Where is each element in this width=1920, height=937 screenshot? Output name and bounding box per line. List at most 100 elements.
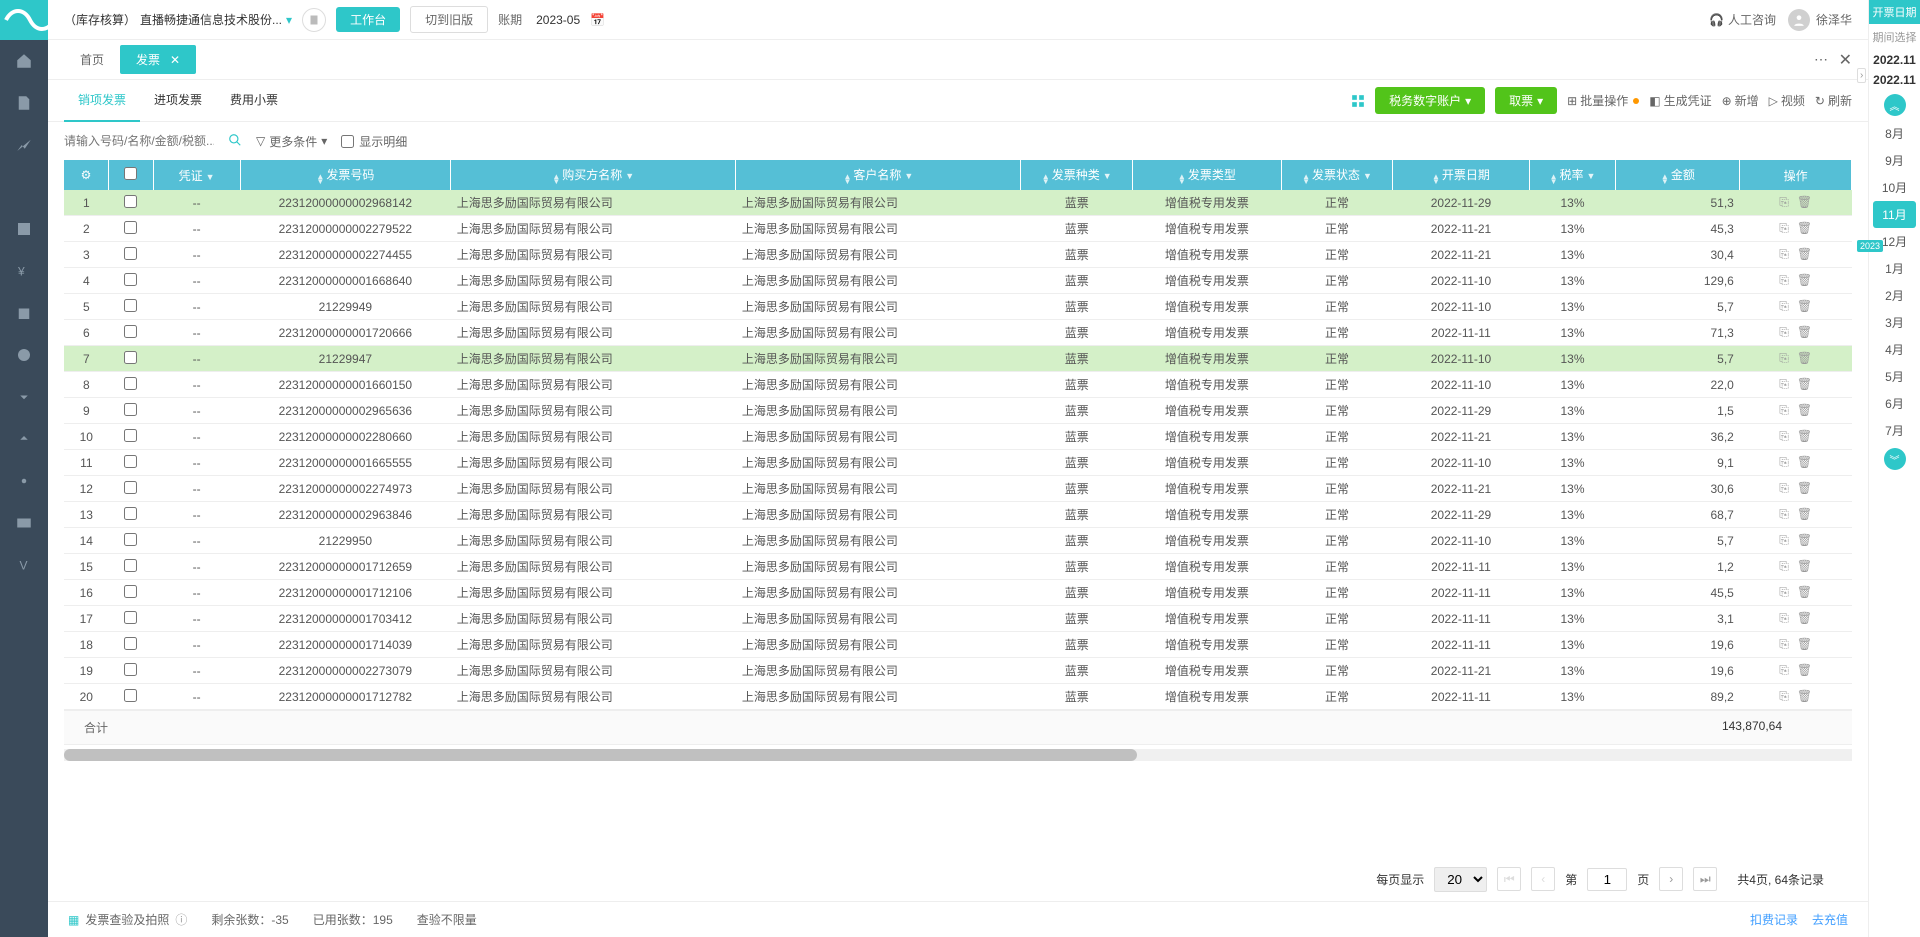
tab-close-icon[interactable]: ✕ xyxy=(170,53,180,67)
cell-ops[interactable]: ⎘🗑 xyxy=(1740,554,1852,580)
copy-icon[interactable]: ⎘ xyxy=(1779,247,1789,262)
copy-icon[interactable]: ⎘ xyxy=(1779,507,1789,522)
row-checkbox[interactable] xyxy=(124,377,137,390)
table-row[interactable]: 12--22312000000002274973上海思多励国际贸易有限公司上海思… xyxy=(64,476,1852,502)
row-checkbox[interactable] xyxy=(124,273,137,286)
table-row[interactable]: 13--22312000000002963846上海思多励国际贸易有限公司上海思… xyxy=(64,502,1852,528)
col-amount[interactable]: ▲▼金额 xyxy=(1616,160,1740,190)
period-value[interactable]: 2023-05 xyxy=(536,13,580,27)
footer-check-label[interactable]: 发票查验及拍照 xyxy=(85,911,169,928)
row-checkbox[interactable] xyxy=(124,637,137,650)
delete-icon[interactable]: 🗑 xyxy=(1797,221,1812,236)
cell-check[interactable] xyxy=(109,580,154,606)
delete-icon[interactable]: 🗑 xyxy=(1797,299,1812,314)
col-check[interactable] xyxy=(109,160,154,190)
month-9月[interactable]: 9月 xyxy=(1869,147,1920,174)
nav-report-icon[interactable] xyxy=(0,208,48,250)
tabs-more-icon[interactable]: ⋯ xyxy=(1814,51,1828,68)
cell-ops[interactable]: ⎘🗑 xyxy=(1740,502,1852,528)
table-row[interactable]: 8--22312000000001660150上海思多励国际贸易有限公司上海思多… xyxy=(64,372,1852,398)
col-ops[interactable]: 操作 xyxy=(1740,160,1852,190)
delete-icon[interactable]: 🗑 xyxy=(1797,637,1812,652)
nav-chart-icon[interactable] xyxy=(0,124,48,166)
cell-check[interactable] xyxy=(109,190,154,216)
cell-ops[interactable]: ⎘🗑 xyxy=(1740,216,1852,242)
row-checkbox[interactable] xyxy=(124,663,137,676)
cell-check[interactable] xyxy=(109,528,154,554)
row-checkbox[interactable] xyxy=(124,351,137,364)
cell-check[interactable] xyxy=(109,320,154,346)
nav-hand-icon[interactable] xyxy=(0,334,48,376)
page-prev-button[interactable]: ‹ xyxy=(1531,867,1555,891)
col-invoice_kind[interactable]: ▲▼发票种类▼ xyxy=(1021,160,1133,190)
refresh-link[interactable]: ↻ 刷新 xyxy=(1815,92,1852,109)
subtab-进项发票[interactable]: 进项发票 xyxy=(140,80,216,122)
delete-icon[interactable]: 🗑 xyxy=(1797,481,1812,496)
copy-icon[interactable]: ⎘ xyxy=(1779,481,1789,496)
month-4月[interactable]: 4月 xyxy=(1869,336,1920,363)
copy-icon[interactable]: ⎘ xyxy=(1779,533,1789,548)
add-new-link[interactable]: ⊕ 新增 xyxy=(1722,92,1759,109)
cell-check[interactable] xyxy=(109,268,154,294)
sort-icon[interactable]: ▲▼ xyxy=(1661,174,1669,184)
month-11月[interactable]: 11月 xyxy=(1873,201,1916,228)
cell-ops[interactable]: ⎘🗑 xyxy=(1740,320,1852,346)
delete-icon[interactable]: 🗑 xyxy=(1797,611,1812,626)
scrollbar-thumb[interactable] xyxy=(64,749,1137,761)
page-size-select[interactable]: 20 xyxy=(1434,867,1487,892)
tab-发票[interactable]: 发票✕ xyxy=(120,45,196,74)
delete-icon[interactable]: 🗑 xyxy=(1797,377,1812,392)
cell-ops[interactable]: ⎘🗑 xyxy=(1740,372,1852,398)
cell-check[interactable] xyxy=(109,554,154,580)
delete-icon[interactable]: 🗑 xyxy=(1797,533,1812,548)
table-row[interactable]: 15--22312000000001712659上海思多励国际贸易有限公司上海思… xyxy=(64,554,1852,580)
table-row[interactable]: 9--22312000000002965636上海思多励国际贸易有限公司上海思多… xyxy=(64,398,1852,424)
app-logo[interactable] xyxy=(0,0,48,40)
cell-ops[interactable]: ⎘🗑 xyxy=(1740,528,1852,554)
nav-building-icon[interactable] xyxy=(0,292,48,334)
grid-view-icon[interactable] xyxy=(1351,94,1365,108)
delete-icon[interactable]: 🗑 xyxy=(1797,429,1812,444)
month-1月[interactable]: 1月 xyxy=(1869,255,1920,282)
table-row[interactable]: 5--21229949上海思多励国际贸易有限公司上海思多励国际贸易有限公司蓝票增… xyxy=(64,294,1852,320)
row-checkbox[interactable] xyxy=(124,481,137,494)
table-row[interactable]: 20--22312000000001712782上海思多励国际贸易有限公司上海思… xyxy=(64,684,1852,710)
cell-check[interactable] xyxy=(109,476,154,502)
copy-icon[interactable]: ⎘ xyxy=(1779,611,1789,626)
sort-icon[interactable]: ▲▼ xyxy=(1178,174,1186,184)
copy-icon[interactable]: ⎘ xyxy=(1779,403,1789,418)
scroll-down-icon[interactable]: ︾ xyxy=(1884,448,1906,470)
month-10月[interactable]: 10月 xyxy=(1869,174,1920,201)
cell-ops[interactable]: ⎘🗑 xyxy=(1740,658,1852,684)
delete-icon[interactable]: 🗑 xyxy=(1797,195,1812,210)
sort-icon[interactable]: ▲▼ xyxy=(552,174,560,184)
tab-首页[interactable]: 首页 xyxy=(64,45,120,74)
cell-check[interactable] xyxy=(109,294,154,320)
table-row[interactable]: 17--22312000000001703412上海思多励国际贸易有限公司上海思… xyxy=(64,606,1852,632)
table-row[interactable]: 11--22312000000001665555上海思多励国际贸易有限公司上海思… xyxy=(64,450,1852,476)
info-icon[interactable]: ⓘ xyxy=(175,911,187,928)
deduction-log-link[interactable]: 扣费记录 xyxy=(1750,911,1798,928)
cell-check[interactable] xyxy=(109,372,154,398)
scroll-up-icon[interactable]: ︽ xyxy=(1884,94,1906,116)
row-checkbox[interactable] xyxy=(124,533,137,546)
cell-ops[interactable]: ⎘🗑 xyxy=(1740,268,1852,294)
gen-voucher-link[interactable]: ◧ 生成凭证 xyxy=(1649,92,1711,109)
table-row[interactable]: 7--21229947上海思多励国际贸易有限公司上海思多励国际贸易有限公司蓝票增… xyxy=(64,346,1852,372)
delete-icon[interactable]: 🗑 xyxy=(1797,247,1812,262)
cell-ops[interactable]: ⎘🗑 xyxy=(1740,190,1852,216)
filter-icon[interactable]: ▼ xyxy=(904,171,913,181)
fetch-invoice-button[interactable]: 取票 ▾ xyxy=(1495,87,1557,114)
col-buyer[interactable]: ▲▼购买方名称▼ xyxy=(451,160,736,190)
cell-check[interactable] xyxy=(109,346,154,372)
sort-icon[interactable]: ▲▼ xyxy=(1550,174,1558,184)
company-selector[interactable]: （库存核算） 直播畅捷通信息技术股份... ▾ xyxy=(64,11,292,28)
row-checkbox[interactable] xyxy=(124,585,137,598)
copy-icon[interactable]: ⎘ xyxy=(1779,637,1789,652)
col-status[interactable]: ▲▼发票状态▼ xyxy=(1281,160,1393,190)
search-icon[interactable] xyxy=(228,133,242,150)
cell-check[interactable] xyxy=(109,502,154,528)
col-tax_rate[interactable]: ▲▼税率▼ xyxy=(1529,160,1616,190)
show-detail-checkbox[interactable]: 显示明细 xyxy=(341,133,407,150)
copy-icon[interactable]: ⎘ xyxy=(1779,195,1789,210)
